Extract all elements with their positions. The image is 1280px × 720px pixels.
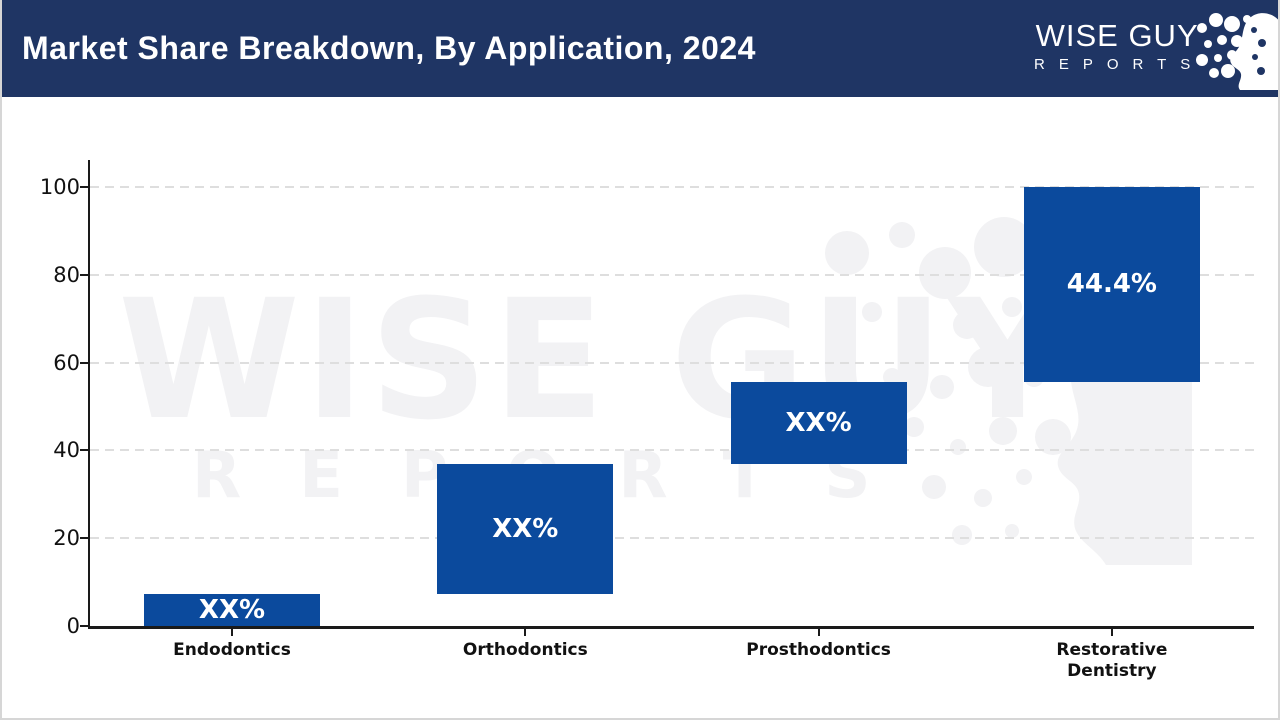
y-tick-mark-20 [80, 537, 88, 540]
y-tick-label-100: 100 [39, 175, 80, 199]
logo-wordmark: WISE GUY [1035, 18, 1199, 53]
gridline-100 [90, 186, 1254, 188]
y-tick-mark-100 [80, 186, 88, 188]
x-tick-label-restorative-dentistry: Restorative Dentistry [1056, 640, 1168, 681]
bar-prosthodontics: XX% [730, 381, 907, 464]
bar-value-label: 44.4% [1066, 269, 1157, 300]
watermark-wordmark: WISE GUY [118, 264, 1072, 456]
gridline-40 [90, 449, 1254, 452]
bar-value-label: XX% [785, 407, 852, 438]
gridline-60 [90, 361, 1254, 364]
y-tick-mark-80 [80, 273, 88, 276]
y-tick-mark-40 [80, 449, 88, 452]
logo-text: WISE GUY REPORTS [1030, 20, 1204, 72]
x-tick-mark-prosthodontics [817, 629, 820, 636]
y-tick-label-20: 20 [53, 526, 80, 551]
y-tick-mark-0 [80, 625, 88, 627]
bar-orthodontics: XX% [437, 463, 614, 594]
page-title: Market Share Breakdown, By Application, … [22, 30, 756, 66]
x-tick-mark-endodontics [231, 629, 233, 636]
y-tick-label-40: 40 [53, 438, 80, 463]
y-tick-label-0: 0 [66, 614, 80, 638]
bar-endodontics: XX% [144, 593, 320, 626]
gridline-20 [90, 537, 1254, 540]
x-tick-mark-orthodontics [524, 629, 527, 636]
x-tick-mark-restorative-dentistry [1110, 629, 1113, 636]
x-tick-label-orthodontics: Orthodontics [462, 640, 588, 660]
waterfall-chart: 0 20 40 60 80 100 XX% XX% XX% 44.4% Endodontics O… [40, 160, 1254, 681]
y-tick-mark-60 [80, 361, 88, 364]
y-tick-label-60: 60 [53, 350, 80, 375]
logo-subtext: REPORTS [1034, 56, 1205, 73]
y-tick-label-80: 80 [53, 262, 80, 287]
x-axis-line [88, 626, 1254, 629]
gridline-80 [90, 273, 1254, 276]
logo-face-dots-icon [1196, 13, 1278, 90]
bar-value-label: XX% [492, 513, 559, 544]
header-bar: Market Share Breakdown, By Application, … [2, 0, 1278, 97]
x-tick-label-prosthodontics: Prosthodontics [746, 640, 891, 660]
bar-value-label: XX% [198, 594, 266, 625]
x-tick-label-endodontics: Endodontics [173, 640, 291, 660]
bar-restorative-dentistry: 44.4% [1023, 187, 1200, 382]
y-axis-line [88, 160, 90, 629]
wise-guy-logo: WISE GUY REPORTS [1030, 10, 1278, 90]
